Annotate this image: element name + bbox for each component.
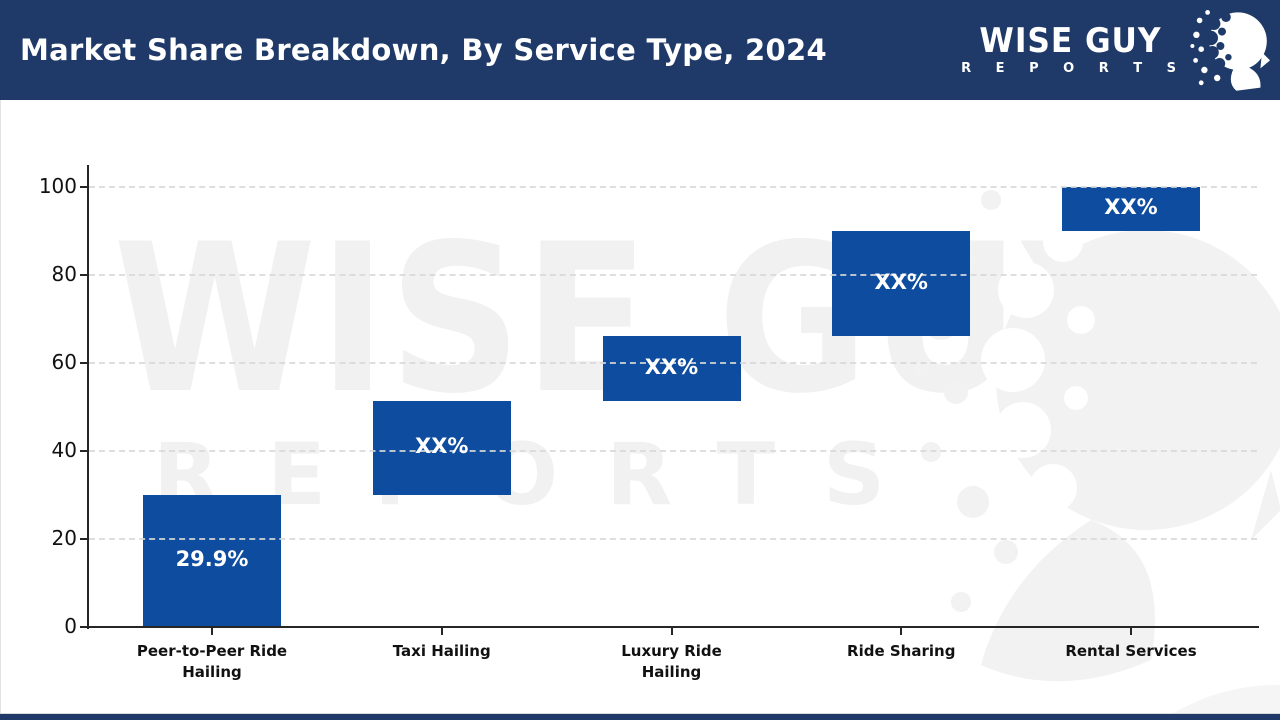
bar-segment [832,231,971,337]
x-axis-label: Taxi Hailing [392,642,491,660]
x-tick [1130,628,1132,635]
y-tick [80,274,88,276]
y-tick [80,186,88,188]
bar-segment [1062,187,1200,231]
bar-segment [602,336,741,402]
chart-area: WISE GUY REPORTS 0 20 40 60 80 100 29.9% Peer-t… [0,100,1280,713]
y-tick-label: 60 [51,350,77,374]
bar-value-label: XX% [415,434,469,459]
gridline [89,538,1257,540]
gridline [89,186,1257,188]
x-tick [900,628,903,635]
y-tick [80,538,88,540]
bar-value-label: 29.9% [175,547,249,572]
logo-wordmark: WISE GUY [979,20,1162,61]
y-tick-label: 20 [51,526,77,550]
logo-text: WISE GUY R E P O R T S [955,20,1186,77]
x-axis-line [87,626,1259,628]
x-axis-label: Ride Sharing [847,642,956,660]
logo-subtitle: R E P O R T S [961,61,1186,77]
y-tick-label: 40 [51,438,77,462]
gridline [89,274,1257,276]
footer-bar [0,713,1280,720]
x-tick [211,628,213,635]
y-tick [80,362,88,364]
watermark-face-icon [913,190,1280,682]
dotted-face-icon [1190,10,1270,91]
y-tick-label: 80 [51,262,77,286]
x-axis-label: Peer-to-Peer Ride Hailing [136,642,288,681]
y-tick-label: 0 [64,614,77,638]
x-tick [440,628,443,635]
page-title: Market Share Breakdown, By Service Type,… [20,33,827,67]
bar-segment [143,495,281,627]
bar-value-label: XX% [1104,195,1158,219]
header-bar: Market Share Breakdown, By Service Type,… [0,0,1280,100]
y-tick [80,450,88,452]
bar-value-label: XX% [644,354,699,379]
wise-guy-logo: WISE GUY R E P O R T S [955,6,1270,94]
x-axis-label: Rental Services [1065,642,1197,660]
gridline [89,450,1257,452]
y-axis-line [87,165,89,629]
gridline [89,362,1257,364]
bar-value-label: XX% [874,269,928,294]
x-axis-label: Luxury Ride Hailing [621,642,722,681]
x-tick [670,628,673,635]
y-tick-label: 100 [38,174,77,198]
y-tick [80,626,88,628]
bar-segment [372,401,511,496]
